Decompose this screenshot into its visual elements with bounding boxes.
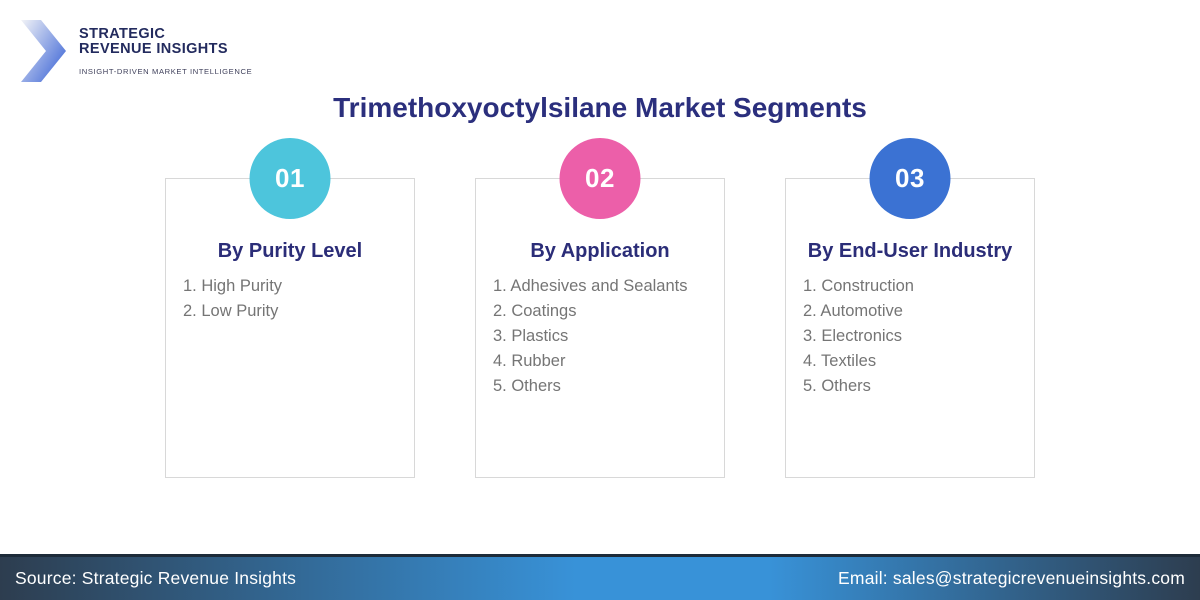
list-item: 1. High Purity — [183, 277, 283, 295]
brand-name-line2: REVENUE INSIGHTS — [79, 41, 229, 57]
list-item: 1. Adhesives and Sealants — [493, 277, 688, 295]
list-item: 1. Construction — [803, 277, 914, 295]
footer-source: Source: Strategic Revenue Insights — [15, 568, 297, 588]
brand-name-line1: STRATEGIC — [79, 26, 166, 42]
segment-card-application: 02 By Application 1. Adhesives and Seala… — [475, 138, 725, 478]
brand-logo: STRATEGIC REVENUE INSIGHTS INSIGHT-DRIVEN… — [20, 20, 252, 87]
list-item: 5. Others — [493, 377, 561, 395]
list-item: 5. Others — [803, 377, 871, 395]
list-item: 3. Electronics — [803, 327, 903, 345]
segment-list: 1. Construction 2. Automotive 3. Electroni… — [786, 274, 1034, 399]
segment-list: 1. High Purity 2. Low Purity — [166, 274, 414, 324]
segment-list: 1. Adhesives and Sealants 2. Coatings 3. P… — [476, 274, 724, 399]
card-heading: By Purity Level — [217, 240, 363, 262]
list-item: 2. Coatings — [493, 302, 577, 320]
list-item: 4. Textiles — [803, 352, 877, 370]
card-number-badge: 03 — [869, 138, 951, 219]
footer-email: Email: sales@strategicrevenueinsights.co… — [838, 568, 1185, 588]
card-heading: By Application — [530, 240, 670, 262]
card-number-badge: 01 — [249, 138, 331, 219]
page-title: Trimethoxyoctylsilane Market Segments — [333, 92, 867, 123]
list-item: 3. Plastics — [493, 327, 569, 345]
footer-bar: Source: Strategic Revenue Insights Email… — [0, 554, 1200, 600]
list-item: 2. Automotive — [803, 302, 903, 320]
list-item: 2. Low Purity — [183, 302, 279, 320]
card-heading: By End-User Industry — [807, 240, 1013, 262]
card-number-badge: 02 — [559, 138, 641, 219]
segment-card-purity-level: 01 By Purity Level 1. High Purity 2. Low … — [165, 138, 415, 478]
brand-tagline: INSIGHT-DRIVEN MARKET INTELLIGENCE — [79, 67, 253, 76]
chevron-arrow-icon — [20, 20, 66, 87]
brand-name: STRATEGIC REVENUE INSIGHTS — [79, 27, 252, 57]
segment-card-end-user-industry: 03 By End-User Industry 1. Construction 2… — [785, 138, 1035, 478]
list-item: 4. Rubber — [493, 352, 566, 370]
